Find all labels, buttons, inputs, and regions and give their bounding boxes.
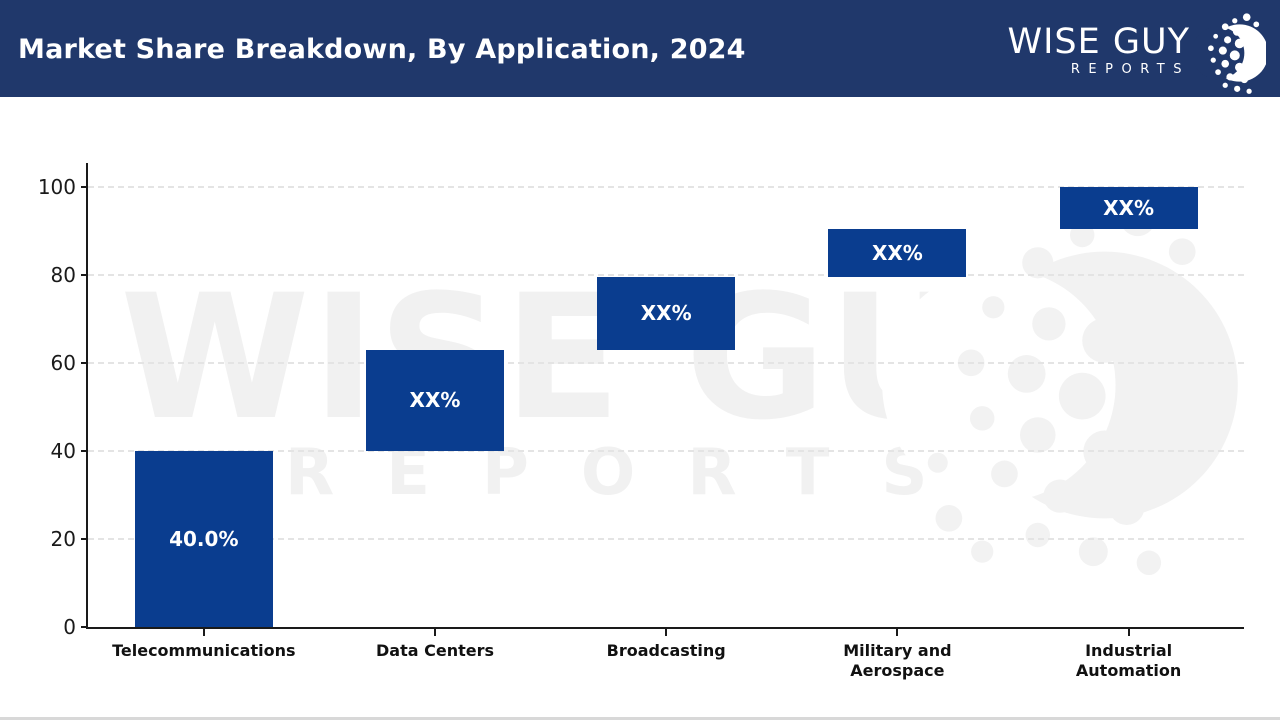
category-label: Broadcasting [606,641,726,660]
y-axis-tick [81,626,88,628]
y-axis-tick-label: 0 [63,615,76,639]
y-axis-tick [81,538,88,540]
x-axis-tick [896,629,899,636]
x-axis-tick [665,629,668,636]
category-label: Military and Aerospace [843,641,952,680]
bar-segment-label: XX% [1103,195,1155,220]
bar-segment-label: XX% [640,301,692,326]
x-axis-tick [1127,629,1130,636]
y-axis-tick-label: 60 [50,351,76,375]
logo-face-icon [1194,13,1266,94]
page-title: Market Share Breakdown, By Application, … [18,34,746,65]
header-bar: Market Share Breakdown, By Application, … [0,0,1280,97]
bar-segment-label: XX% [871,240,923,265]
y-axis-tick-label: 20 [50,527,76,551]
bar-segment: XX% [366,349,504,451]
gridline-20 [88,538,1244,540]
bar-segment: XX% [597,277,736,350]
x-axis-line [86,627,1244,629]
x-axis-tick [202,629,205,636]
waterfall-chart: 0 20 40 60 80 100 40.0% Telecommunications XX% Da… [0,97,1280,717]
y-axis-tick-label: 100 [37,175,76,199]
y-axis-tick [81,186,88,188]
gridline-40 [88,450,1244,452]
y-axis-tick [81,274,88,276]
logo-wordmark: WISE GUY [1007,22,1190,62]
bar-segment-label: 40.0% [169,527,239,551]
category-label: Industrial Automation [1075,641,1182,680]
y-axis-tick [81,450,88,452]
wise-guy-reports-logo: WISE GUY REPORTS [1000,6,1268,94]
y-axis-line [86,163,88,629]
bar-segment: XX% [1059,187,1198,229]
gridline-80 [88,274,1244,276]
category-label: Telecommunications [112,641,296,660]
category-label: Data Centers [376,641,494,660]
logo-subtitle: REPORTS [1070,62,1190,77]
y-axis-tick-label: 40 [50,439,76,463]
gridline-100 [88,186,1244,188]
logo-text: WISE GUY REPORTS [1007,24,1190,77]
y-axis-tick [81,362,88,364]
x-axis-tick [434,629,436,636]
bar-segment: 40.0% [134,451,273,627]
bar-segment-label: XX% [409,388,461,413]
gridline-60 [88,362,1244,364]
bar-segment: XX% [828,228,967,278]
y-axis-tick-label: 80 [50,263,76,287]
